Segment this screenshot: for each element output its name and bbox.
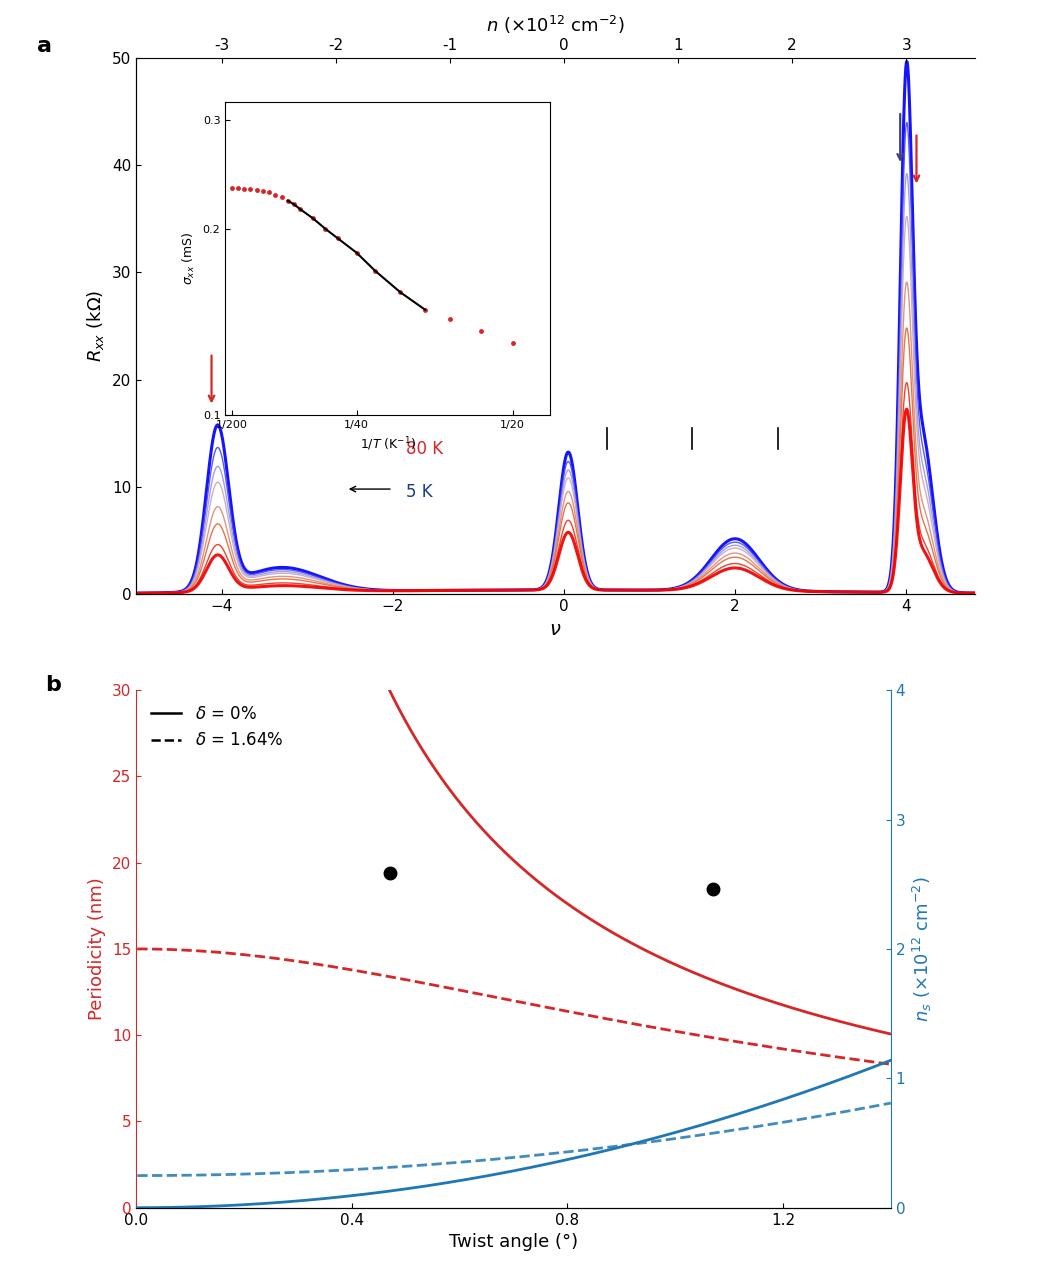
Text: b: b (45, 675, 61, 694)
X-axis label: $n$ ($\times$10$^{12}$ cm$^{-2}$): $n$ ($\times$10$^{12}$ cm$^{-2}$) (486, 14, 625, 36)
X-axis label: 1/$T$ (K$^{-1}$): 1/$T$ (K$^{-1}$) (359, 436, 416, 454)
Y-axis label: $R_{xx}$ (k$\Omega$): $R_{xx}$ (k$\Omega$) (86, 290, 107, 362)
X-axis label: $\nu$: $\nu$ (549, 620, 562, 639)
Text: 5 K: 5 K (406, 483, 433, 501)
Legend: $\delta$ = 0%, $\delta$ = 1.64%: $\delta$ = 0%, $\delta$ = 1.64% (145, 699, 289, 757)
Text: a: a (38, 36, 52, 56)
Y-axis label: $n_s$ ($\times$10$^{12}$ cm$^{-2}$): $n_s$ ($\times$10$^{12}$ cm$^{-2}$) (911, 875, 934, 1022)
Y-axis label: Periodicity (nm): Periodicity (nm) (88, 878, 107, 1020)
X-axis label: Twist angle (°): Twist angle (°) (449, 1233, 578, 1251)
Text: 80 K: 80 K (406, 441, 443, 459)
Y-axis label: $\sigma_{xx}$ (mS): $\sigma_{xx}$ (mS) (181, 233, 197, 285)
